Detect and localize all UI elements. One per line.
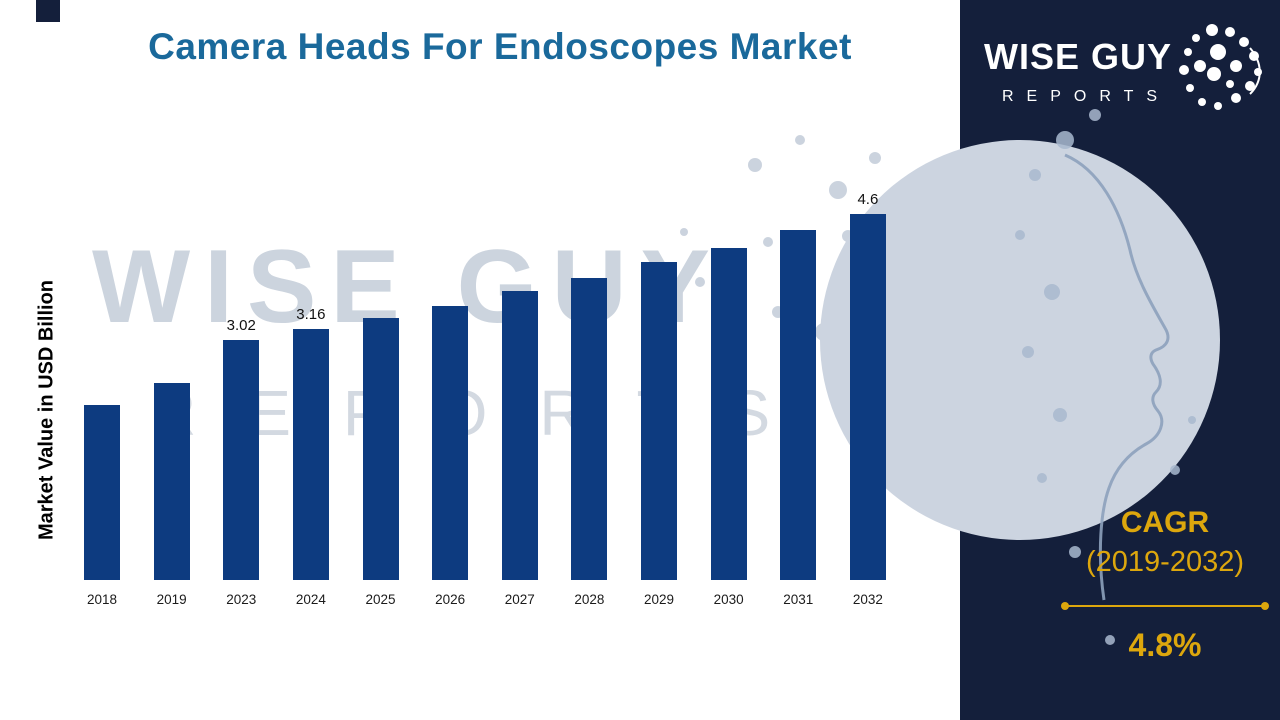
bar-value-label: 3.02: [226, 317, 256, 334]
cagr-value: 4.8%: [1128, 627, 1202, 663]
bar-column-2028: [557, 255, 621, 580]
bar-column-2019: [140, 360, 204, 580]
x-tick-2018: 2018: [86, 592, 118, 607]
bar-2029: [641, 262, 677, 580]
x-tick-2027: 2027: [504, 592, 535, 607]
x-tick-2023: 2023: [226, 592, 257, 607]
bar-2028: [571, 278, 608, 580]
brand-logo-reports: REPORTS: [1002, 88, 1171, 105]
bar-2030: [710, 248, 747, 580]
cagr-label: CAGR: [1120, 506, 1210, 539]
cagr-block: CAGR (2019-2032) 4.8%: [1055, 506, 1275, 664]
x-tick-2026: 2026: [435, 592, 466, 607]
bar-2032: [849, 214, 886, 580]
bars: 3.02 3.16 4.6: [70, 185, 900, 580]
x-tick-2030: 2030: [713, 592, 744, 607]
x-tick-2025: 2025: [365, 592, 396, 607]
divider-left-dot: [1061, 602, 1069, 610]
bar-column-2027: [488, 268, 552, 580]
bar-column-2018: [70, 382, 134, 580]
x-tick-2032: 2032: [852, 592, 883, 607]
x-axis-labels: 2018 2019 2023 2024 2025 2026 2027 2028 2029 2030…: [70, 592, 900, 607]
bar-column-2030: [697, 225, 761, 580]
bar-2025: [362, 318, 399, 580]
x-tick-2029: 2029: [643, 592, 675, 607]
bar-2019: [153, 383, 190, 580]
bar-column-2032: 4.6: [836, 191, 900, 580]
bar-2031: [780, 230, 817, 580]
bar-value-label: 4.6: [857, 191, 879, 208]
bar-2024: [292, 329, 329, 580]
divider-right-dot: [1261, 602, 1269, 610]
bar-column-2023: 3.02: [209, 317, 273, 580]
bar-column-2031: [766, 207, 830, 580]
cagr-range: (2019-2032): [1086, 546, 1244, 578]
face-circle-graphic: [820, 140, 1220, 540]
bar-column-2029: [627, 239, 691, 580]
cagr-divider-line: [1061, 602, 1269, 610]
bar-column-2026: [418, 283, 482, 580]
bar-value-label: 3.16: [296, 306, 326, 323]
bar-2026: [432, 306, 469, 580]
bar-2023: [223, 340, 260, 580]
corner-accent-square: [36, 0, 60, 22]
bar-2027: [501, 291, 538, 580]
x-tick-2031: 2031: [783, 592, 814, 607]
face-profile-graphic: [1015, 109, 1196, 645]
bar-column-2024: 3.16: [279, 306, 343, 580]
bar-2018: [84, 405, 120, 580]
logo-head-icon: [1179, 24, 1262, 110]
x-tick-2028: 2028: [574, 592, 605, 607]
x-tick-2019: 2019: [156, 592, 187, 607]
x-tick-2024: 2024: [295, 592, 326, 607]
page-title: Camera Heads For Endoscopes Market: [148, 26, 852, 67]
brand-logo-name: WISE GUY: [984, 36, 1173, 77]
bar-column-2025: [349, 295, 413, 580]
y-axis-label: Market Value in USD Billion: [35, 279, 58, 541]
